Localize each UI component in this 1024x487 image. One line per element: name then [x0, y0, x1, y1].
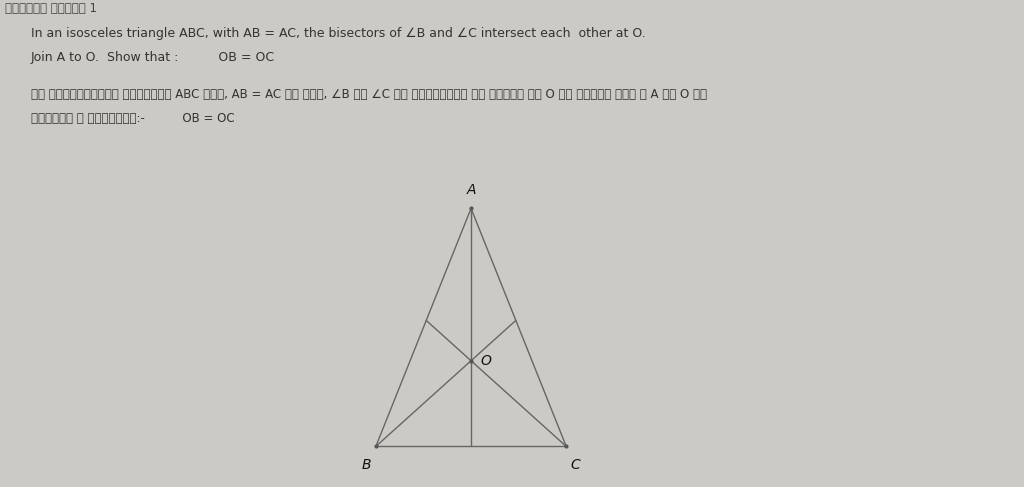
Text: In an isosceles triangle ABC, with AB = AC, the bisectors of ∠B and ∠C intersect: In an isosceles triangle ABC, with AB = …: [31, 27, 645, 40]
Text: O: O: [480, 354, 492, 368]
Text: A: A: [466, 183, 476, 197]
Text: समाकरण लिखिए 1: समाकरण लिखिए 1: [5, 2, 97, 16]
Text: एक समद्विबाहु त्रिभुज ABC में, AB = AC के साथ, ∠B और ∠C के समदिभाजक एक दूसरे को : एक समद्विबाहु त्रिभुज ABC में, AB = AC क…: [31, 88, 707, 101]
Text: Join A to O.  Show that :          OB = OC: Join A to O. Show that : OB = OC: [31, 51, 274, 64]
Text: मिलाइए । दर्शाइए:-          OB = OC: मिलाइए । दर्शाइए:- OB = OC: [31, 112, 234, 125]
Text: C: C: [571, 458, 581, 472]
Text: B: B: [361, 458, 371, 472]
